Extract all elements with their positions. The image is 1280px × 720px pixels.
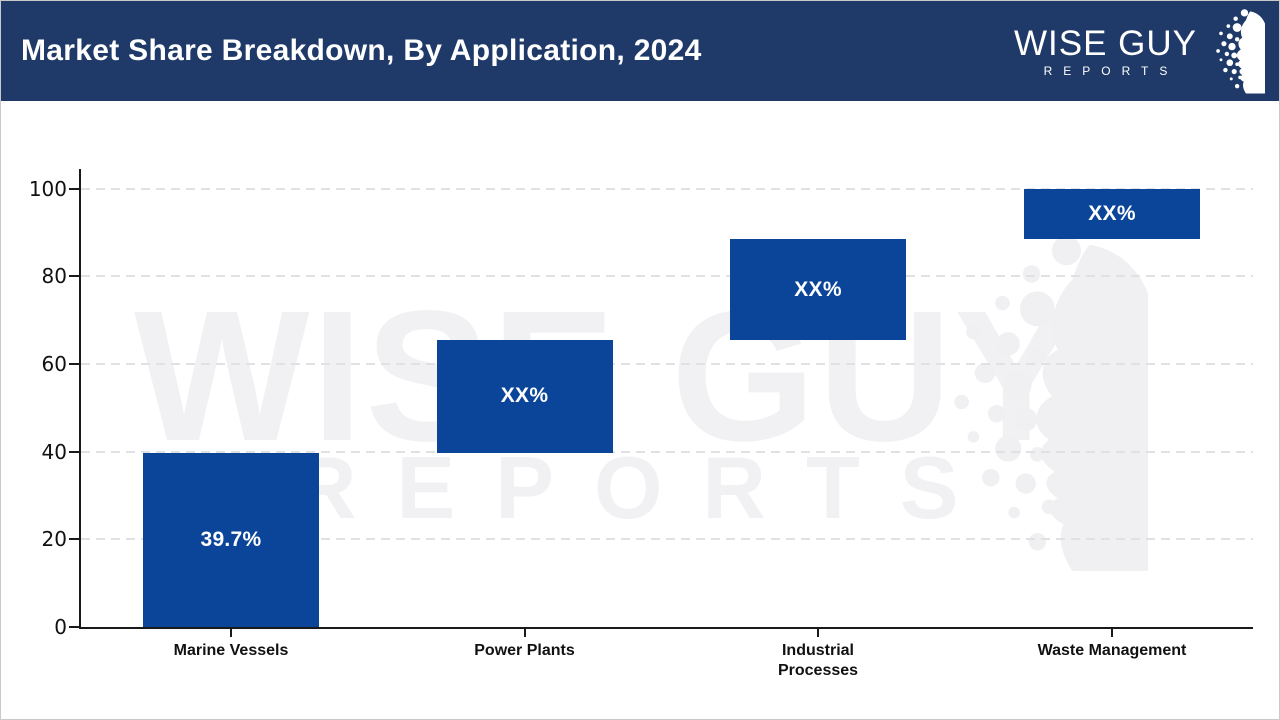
bar-power-plants: XX% <box>436 339 613 453</box>
header-bar: Market Share Breakdown, By Application, … <box>1 1 1279 101</box>
y-axis-tick <box>69 187 79 190</box>
x-axis-tick <box>817 629 819 637</box>
watermark-head-icon <box>954 236 1148 571</box>
x-axis-category-label: Waste Management <box>1037 642 1187 659</box>
x-axis-category-label: Industrial Processes <box>777 642 859 679</box>
bar-value-label: XX% <box>794 277 842 301</box>
watermark-subtitle: REPORTS <box>293 438 999 537</box>
bar-marine-vessels: 39.7% <box>143 452 319 627</box>
gridline <box>81 450 1253 453</box>
bar-industrial-processes: XX% <box>730 239 906 340</box>
y-axis-tick <box>69 538 79 541</box>
bar-value-label: XX% <box>500 384 549 408</box>
dotted-head-logo-icon <box>1216 9 1265 94</box>
y-axis-tick <box>69 362 79 365</box>
x-axis-tick <box>1111 629 1113 637</box>
y-axis-tick-label: 60 <box>41 351 67 376</box>
logo-subtitle: REPORTS <box>1043 63 1179 78</box>
y-axis-tick-label: 100 <box>28 176 67 201</box>
x-axis-tick <box>230 629 232 637</box>
gridline <box>81 187 1253 190</box>
y-axis-tick-label: 40 <box>41 439 67 464</box>
logo-wordmark: WISE GUY <box>1013 23 1197 63</box>
gridline <box>81 362 1253 365</box>
y-axis-tick-label: 80 <box>41 264 67 289</box>
y-axis-tick <box>69 450 79 453</box>
bar-value-label: 39.7% <box>200 527 262 551</box>
bar-value-label: XX% <box>1088 201 1136 225</box>
x-axis-tick <box>523 629 526 637</box>
gridline <box>81 275 1253 278</box>
x-axis-spine <box>79 627 1253 629</box>
y-axis-tick <box>69 275 79 278</box>
page-title: Market Share Breakdown, By Application, … <box>21 34 702 67</box>
x-axis-category-label: Marine Vessels <box>173 642 289 659</box>
y-axis-spine <box>79 169 81 629</box>
y-axis-tick-label: 20 <box>41 527 67 552</box>
x-axis-category-label: Power Plants <box>474 642 575 659</box>
y-axis-tick-label: 0 <box>54 615 67 639</box>
bar-waste-management: XX% <box>1024 188 1200 240</box>
gridline <box>81 538 1253 541</box>
wiseguy-reports-logo: WISE GUY REPORTS <box>1014 7 1265 95</box>
y-axis-tick <box>69 626 79 628</box>
